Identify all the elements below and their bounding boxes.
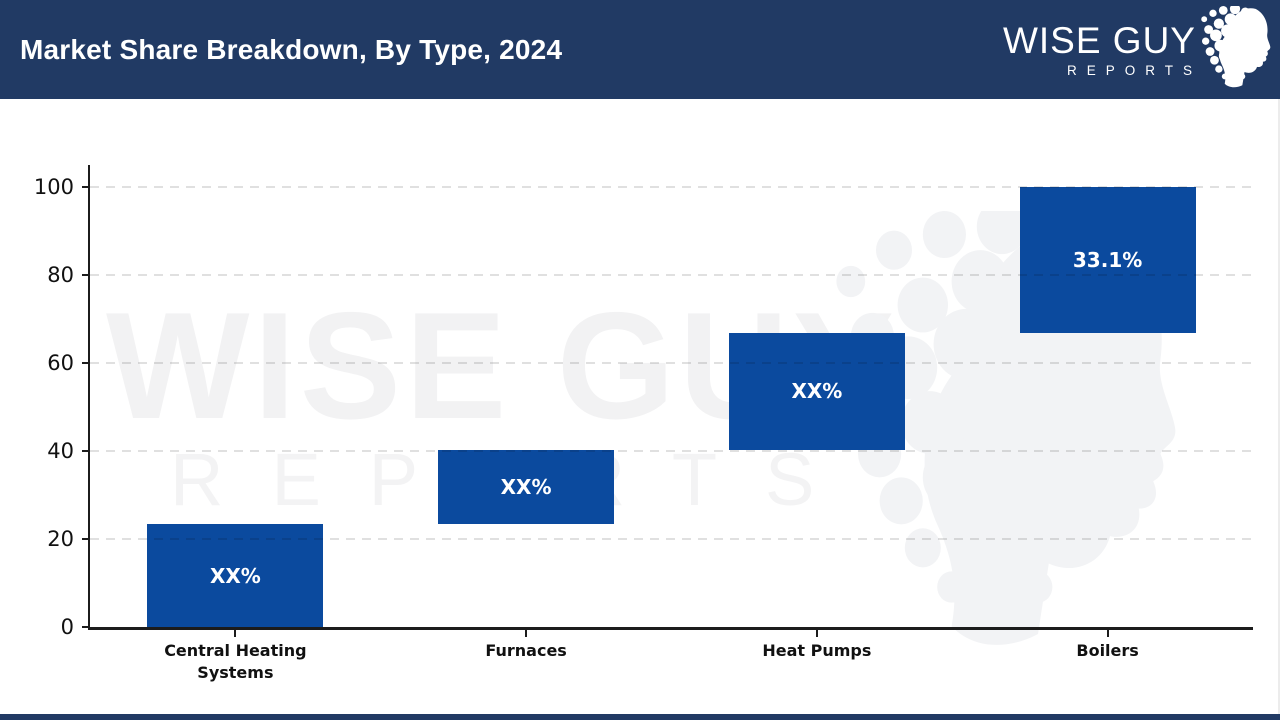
y-tick-label: 20 — [47, 527, 74, 551]
gridline — [90, 362, 1253, 364]
x-category-label: Furnaces — [485, 641, 567, 660]
brand-name: WISE GUY — [1002, 19, 1196, 61]
bar-value-label: XX% — [209, 563, 261, 588]
gridline — [90, 538, 1253, 540]
x-axis-line — [88, 627, 1253, 630]
bar-value-label: 33.1% — [1072, 247, 1143, 272]
y-tick-label: 40 — [47, 439, 74, 463]
y-tick-label: 0 — [60, 615, 74, 639]
x-category-label: Heat Pumps — [762, 641, 872, 660]
page-title: Market Share Breakdown, By Type, 2024 — [20, 33, 563, 65]
x-category-label: Central Heating Systems — [164, 641, 307, 682]
y-axis-line — [88, 165, 90, 629]
y-tick-label: 60 — [47, 351, 74, 375]
x-tick — [234, 629, 237, 637]
y-tick — [82, 538, 90, 540]
y-tick-label: 80 — [47, 263, 74, 287]
y-tick — [82, 626, 90, 628]
brand-face-icon — [1201, 6, 1271, 88]
header: Market Share Breakdown, By Type, 2024 WI… — [0, 0, 1280, 99]
x-category-label: Boilers — [1076, 641, 1139, 660]
gridline — [90, 450, 1253, 452]
brand-logo-text: WISE GUY REPORTS — [1002, 19, 1196, 79]
x-tick — [1106, 629, 1109, 637]
y-tick — [82, 274, 90, 276]
y-tick-label: 100 — [33, 175, 74, 199]
bar-segment — [147, 524, 324, 627]
gridline — [90, 274, 1253, 276]
bar-segment — [438, 450, 615, 524]
x-tick — [525, 629, 528, 637]
y-tick — [82, 362, 90, 364]
chart-area: WISE GUY REPORTS XX%XX%XX%33.1%020406080… — [0, 99, 1280, 714]
x-tick — [815, 629, 818, 637]
bar-value-label: XX% — [791, 379, 843, 404]
gridline — [90, 186, 1253, 188]
brand-subtitle: REPORTS — [1066, 63, 1202, 79]
y-tick — [82, 450, 90, 452]
bar-value-label: XX% — [500, 475, 552, 500]
footer-bar — [0, 714, 1280, 720]
y-tick — [82, 186, 90, 188]
brand-logo: WISE GUY REPORTS — [1003, 6, 1272, 94]
